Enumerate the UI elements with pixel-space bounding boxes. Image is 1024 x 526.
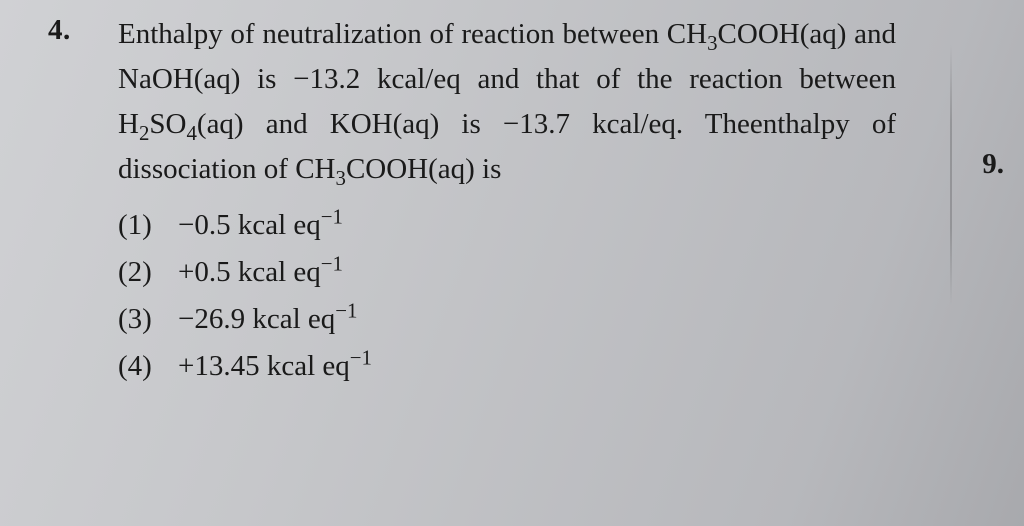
subscript: 3 <box>336 166 346 190</box>
option-3: (3) −26.9 kcal eq−1 <box>118 296 896 343</box>
page-gutter-shadow <box>950 44 952 306</box>
option-2: (2) +0.5 kcal eq−1 <box>118 249 896 296</box>
question-fragment: Enthalpy of neutralization of reaction b… <box>118 18 707 50</box>
option-1: (1) −0.5 kcal eq−1 <box>118 202 896 249</box>
superscript: −1 <box>321 204 343 228</box>
question-value: −13.7 kcal/eq <box>503 108 676 140</box>
option-index: (2) <box>118 249 164 296</box>
question-fragment: (aq) and KOH(aq) is <box>197 108 503 140</box>
option-index: (3) <box>118 296 164 343</box>
question-number: 4. <box>48 12 94 47</box>
next-question-number: 9. <box>982 148 1004 181</box>
subscript: 2 <box>139 121 149 145</box>
option-text: −26.9 kcal eq <box>178 303 335 335</box>
question-fragment: SO <box>149 108 186 140</box>
page: 4. Enthalpy of neutralization of reactio… <box>0 0 1024 526</box>
option-value: +0.5 kcal eq−1 <box>178 249 343 296</box>
subscript: 3 <box>707 31 717 55</box>
question-fragment: COOH(aq) is <box>346 153 501 185</box>
option-value: −0.5 kcal eq−1 <box>178 202 343 249</box>
option-text: +0.5 kcal eq <box>178 256 321 288</box>
option-value: +13.45 kcal eq−1 <box>178 343 372 390</box>
option-index: (1) <box>118 202 164 249</box>
subscript: 4 <box>186 121 196 145</box>
superscript: −1 <box>335 298 357 322</box>
question-text: Enthalpy of neutralization of reaction b… <box>118 12 994 390</box>
superscript: −1 <box>321 251 343 275</box>
option-value: −26.9 kcal eq−1 <box>178 296 358 343</box>
question-row: 4. Enthalpy of neutralization of reactio… <box>48 12 994 390</box>
option-text: +13.45 kcal eq <box>178 350 350 382</box>
question-value: −13.2 kcal/eq <box>293 63 461 95</box>
option-text: −0.5 kcal eq <box>178 209 321 241</box>
superscript: −1 <box>350 345 372 369</box>
options-list: (1) −0.5 kcal eq−1 (2) +0.5 kcal eq−1 (3… <box>118 202 896 390</box>
option-index: (4) <box>118 343 164 390</box>
option-4: (4) +13.45 kcal eq−1 <box>118 343 896 390</box>
